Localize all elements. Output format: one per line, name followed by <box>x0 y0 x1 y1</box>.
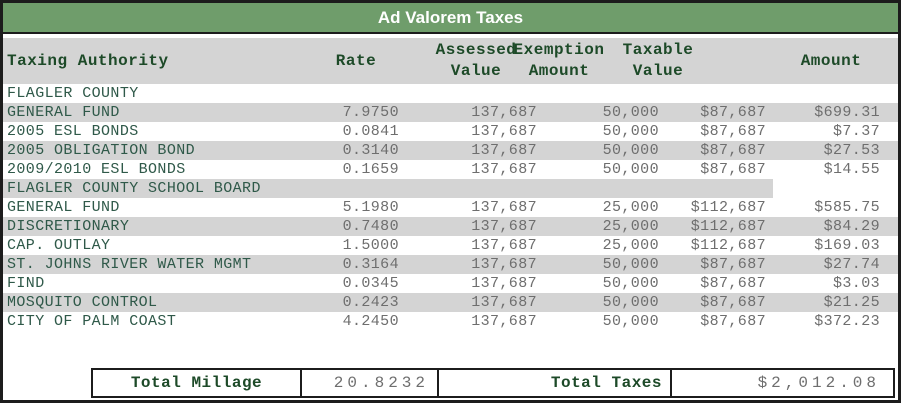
cell-assessed-value: 137,687 <box>471 142 537 159</box>
table-row: 2005 ESL BONDS 0.0841 137,687 50,000 $87… <box>3 122 898 141</box>
cell-amount: $84.29 <box>823 218 880 235</box>
cell-amount: $372.23 <box>814 313 880 330</box>
cell-taxable-value: $112,687 <box>690 237 766 254</box>
cell-authority: CAP. OUTLAY <box>7 237 111 254</box>
cell-rate: 4.2450 <box>342 313 399 330</box>
cell-amount: $169.03 <box>814 237 880 254</box>
title-bar: Ad Valorem Taxes <box>3 3 898 34</box>
cell-taxable-value: $87,687 <box>700 313 766 330</box>
table-row: MOSQUITO CONTROL 0.2423 137,687 50,000 $… <box>3 293 898 312</box>
totals-bar: Total Millage 20.8232 Total Taxes $2,012… <box>91 368 895 398</box>
cell-exemption-amount: 50,000 <box>602 123 659 140</box>
cell-rate: 0.3140 <box>342 142 399 159</box>
cell-amount: $21.25 <box>823 294 880 311</box>
total-taxes-value: $2,012.08 <box>757 374 880 392</box>
table-row: CAP. OUTLAY 1.5000 137,687 25,000 $112,6… <box>3 236 898 255</box>
cell-authority: 2009/2010 ESL BONDS <box>7 161 186 178</box>
cell-taxable-value: $87,687 <box>700 123 766 140</box>
table-header-row: Taxing Authority Rate Assessed Value Exe… <box>3 38 898 84</box>
col-header-exemption-amount: Exemption Amount <box>513 41 605 80</box>
cell-taxable-value: $87,687 <box>700 104 766 121</box>
table-row: 2009/2010 ESL BONDS 0.1659 137,687 50,00… <box>3 160 898 179</box>
page-title: Ad Valorem Taxes <box>377 8 524 27</box>
cell-amount: $27.53 <box>823 142 880 159</box>
cell-assessed-value: 137,687 <box>471 199 537 216</box>
cell-rate: 0.1659 <box>342 161 399 178</box>
table-row: ST. JOHNS RIVER WATER MGMT 0.3164 137,68… <box>3 255 898 274</box>
cell-exemption-amount: 25,000 <box>602 199 659 216</box>
col-header-taxable-value: Taxable Value <box>622 41 694 80</box>
cell-exemption-amount: 50,000 <box>602 142 659 159</box>
cell-amount: $27.74 <box>823 256 880 273</box>
section-row-flagler-county-school-board: FLAGLER COUNTY SCHOOL BOARD <box>3 179 898 198</box>
cell-amount: $7.37 <box>832 123 880 140</box>
table-row: CITY OF PALM COAST 4.2450 137,687 50,000… <box>3 312 898 331</box>
col-header-amount: Amount <box>800 52 862 70</box>
cell-taxable-value: $87,687 <box>700 142 766 159</box>
cell-amount: $699.31 <box>814 104 880 121</box>
cell-amount: $585.75 <box>814 199 880 216</box>
total-taxes-label: Total Taxes <box>439 370 672 396</box>
cell-rate: 0.0841 <box>342 123 399 140</box>
cell-taxable-value: $87,687 <box>700 294 766 311</box>
cell-exemption-amount: 50,000 <box>602 256 659 273</box>
cell-exemption-amount: 50,000 <box>602 104 659 121</box>
cell-authority: DISCRETIONARY <box>7 218 130 235</box>
cell-taxable-value: $87,687 <box>700 275 766 292</box>
cell-taxable-value: $87,687 <box>700 256 766 273</box>
cell-authority: ST. JOHNS RIVER WATER MGMT <box>7 256 252 273</box>
table-row: GENERAL FUND 7.9750 137,687 50,000 $87,6… <box>3 103 898 122</box>
cell-exemption-amount: 25,000 <box>602 237 659 254</box>
cell-assessed-value: 137,687 <box>471 104 537 121</box>
cell-exemption-amount: 25,000 <box>602 218 659 235</box>
cell-taxable-value: $112,687 <box>690 218 766 235</box>
cell-authority: CITY OF PALM COAST <box>7 313 177 330</box>
cell-assessed-value: 137,687 <box>471 313 537 330</box>
cell-exemption-amount: 50,000 <box>602 275 659 292</box>
table-body: FLAGLER COUNTY GENERAL FUND 7.9750 137,6… <box>3 84 898 331</box>
cell-authority: MOSQUITO CONTROL <box>7 294 158 311</box>
cell-taxable-value: $112,687 <box>690 199 766 216</box>
table-row: GENERAL FUND 5.1980 137,687 25,000 $112,… <box>3 198 898 217</box>
total-millage-value: 20.8232 <box>302 370 439 396</box>
cell-authority: FLAGLER COUNTY SCHOOL BOARD <box>7 180 261 197</box>
cell-assessed-value: 137,687 <box>471 237 537 254</box>
cell-exemption-amount: 50,000 <box>602 161 659 178</box>
cell-rate: 0.2423 <box>342 294 399 311</box>
table-row: 2005 OBLIGATION BOND 0.3140 137,687 50,0… <box>3 141 898 160</box>
cell-exemption-amount: 50,000 <box>602 313 659 330</box>
cell-authority: FLAGLER COUNTY <box>7 85 139 102</box>
cell-authority: 2005 ESL BONDS <box>7 123 139 140</box>
cell-assessed-value: 137,687 <box>471 161 537 178</box>
cell-assessed-value: 137,687 <box>471 294 537 311</box>
cell-exemption-amount: 50,000 <box>602 294 659 311</box>
table-row: DISCRETIONARY 0.7480 137,687 25,000 $112… <box>3 217 898 236</box>
total-millage-label: Total Millage <box>93 370 302 396</box>
cell-rate: 0.0345 <box>342 275 399 292</box>
cell-rate: 5.1980 <box>342 199 399 216</box>
cell-authority: GENERAL FUND <box>7 104 120 121</box>
col-header-assessed-value: Assessed Value <box>435 41 517 80</box>
section-row-flagler-county: FLAGLER COUNTY <box>3 84 898 103</box>
cell-amount: $14.55 <box>823 161 880 178</box>
cell-assessed-value: 137,687 <box>471 218 537 235</box>
cell-assessed-value: 137,687 <box>471 256 537 273</box>
cell-assessed-value: 137,687 <box>471 275 537 292</box>
cell-rate: 0.7480 <box>342 218 399 235</box>
cell-rate: 7.9750 <box>342 104 399 121</box>
cell-taxable-value: $87,687 <box>700 161 766 178</box>
cell-rate: 0.3164 <box>342 256 399 273</box>
cell-amount: $3.03 <box>832 275 880 292</box>
cell-assessed-value: 137,687 <box>471 123 537 140</box>
cell-rate: 1.5000 <box>342 237 399 254</box>
cell-authority: FIND <box>7 275 45 292</box>
col-header-rate: Rate <box>335 52 377 70</box>
cell-authority: 2005 OBLIGATION BOND <box>7 142 196 159</box>
table-row: FIND 0.0345 137,687 50,000 $87,687 $3.03 <box>3 274 898 293</box>
col-header-taxing-authority: Taxing Authority <box>7 52 169 70</box>
cell-authority: GENERAL FUND <box>7 199 120 216</box>
